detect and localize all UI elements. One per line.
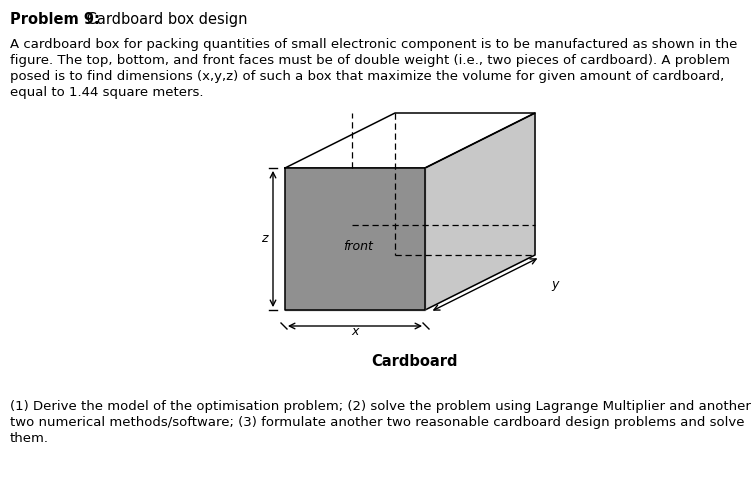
Text: z: z: [261, 232, 268, 245]
Text: Cardboard box design: Cardboard box design: [82, 12, 248, 27]
Text: Cardboard: Cardboard: [372, 354, 459, 369]
Text: two numerical methods/software; (3) formulate another two reasonable cardboard d: two numerical methods/software; (3) form…: [10, 416, 745, 429]
Polygon shape: [285, 113, 535, 168]
Text: them.: them.: [10, 432, 49, 445]
Polygon shape: [285, 168, 425, 310]
Text: posed is to find dimensions (x,y,z) of such a box that maximize the volume for g: posed is to find dimensions (x,y,z) of s…: [10, 70, 724, 83]
Text: figure. The top, bottom, and front faces must be of double weight (i.e., two pie: figure. The top, bottom, and front faces…: [10, 54, 730, 67]
Text: A cardboard box for packing quantities of small electronic component is to be ma: A cardboard box for packing quantities o…: [10, 38, 737, 51]
Text: y: y: [551, 278, 559, 291]
Text: x: x: [352, 325, 358, 338]
Text: (1) Derive the model of the optimisation problem; (2) solve the problem using La: (1) Derive the model of the optimisation…: [10, 400, 751, 413]
Text: equal to 1.44 square meters.: equal to 1.44 square meters.: [10, 86, 203, 99]
Polygon shape: [425, 113, 535, 310]
Text: Problem 9:: Problem 9:: [10, 12, 100, 27]
Text: front: front: [343, 240, 373, 253]
